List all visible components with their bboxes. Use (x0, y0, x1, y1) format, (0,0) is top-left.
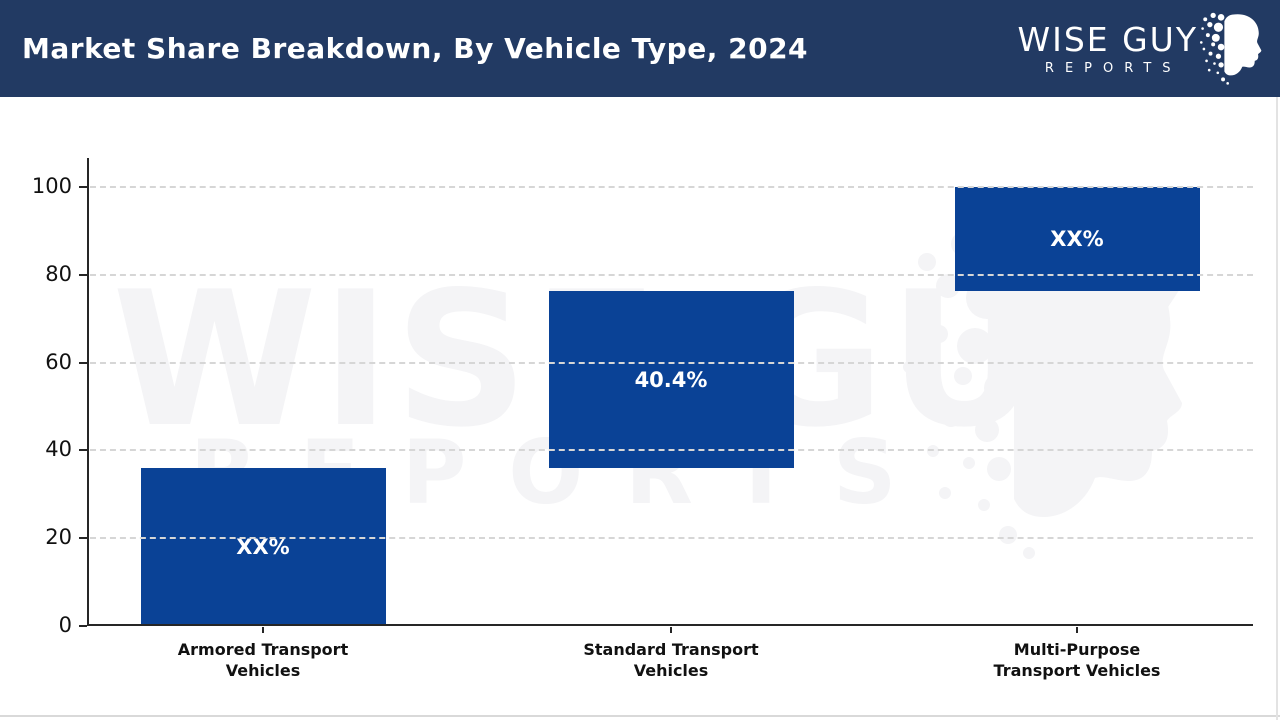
x-category-label: Armored Transport Vehicles (103, 639, 423, 681)
x-category-label-line: Multi-Purpose (1013, 640, 1141, 659)
h-gridline (90, 537, 1253, 540)
x-category-label: Multi-Purpose Transport Vehicles (917, 639, 1237, 681)
h-gridline (90, 273, 1253, 276)
chart-area: WISE GUY REPORTS XX% 40.4% XX% 0 20 40 60 80 10… (0, 97, 1280, 720)
y-axis-tick-label: 80 (45, 261, 72, 286)
brand-logo: WISE GUY REPORTS (1017, 5, 1262, 93)
y-axis-tick-mark (79, 273, 87, 276)
y-axis-tick-label: 0 (58, 613, 72, 637)
brand-logo-text: WISE GUY REPORTS (1017, 19, 1198, 76)
h-gridline (90, 449, 1253, 452)
x-axis-tick-mark (262, 627, 264, 633)
header-bar: Market Share Breakdown, By Vehicle Type,… (0, 0, 1280, 97)
bar-value-label: XX% (1050, 227, 1104, 252)
y-axis-tick-label: 100 (31, 174, 72, 198)
bar-segment: XX% (140, 468, 386, 626)
y-axis-tick-label: 40 (45, 437, 72, 462)
brand-subtitle: REPORTS (1044, 60, 1182, 76)
y-axis-tick-label: 20 (45, 525, 72, 550)
y-axis-tick-mark (79, 449, 87, 452)
y-axis-tick-mark (79, 537, 87, 540)
page-title: Market Share Breakdown, By Vehicle Type,… (22, 32, 809, 65)
plot-axes (87, 158, 1253, 626)
bar-value-label: 40.4% (634, 367, 708, 392)
x-axis-tick-mark (670, 627, 672, 633)
x-category-label: Standard Transport Vehicles (511, 639, 831, 681)
y-axis-tick-label: 60 (45, 349, 72, 374)
y-axis-tick-mark (79, 186, 87, 188)
bar-value-label: XX% (236, 535, 290, 560)
brand-name: WISE GUY (1017, 19, 1198, 59)
x-category-label-line: Vehicles (225, 661, 301, 680)
h-gridline (90, 361, 1253, 364)
y-axis-tick-mark (79, 361, 87, 364)
bar-segment: 40.4% (548, 291, 794, 469)
x-category-label-line: Transport Vehicles (993, 661, 1161, 680)
h-gridline (90, 186, 1253, 188)
x-category-label-line: Vehicles (633, 661, 709, 680)
right-edge-divider (1276, 97, 1278, 720)
x-axis-tick-mark (1076, 627, 1078, 633)
y-axis-tick-mark (79, 625, 87, 627)
dotted-face-profile-icon (1199, 12, 1262, 85)
bar-segment: XX% (954, 187, 1200, 292)
bottom-divider (0, 715, 1280, 717)
x-category-label-line: Standard Transport (583, 640, 759, 659)
x-category-label-line: Armored Transport (177, 640, 349, 659)
